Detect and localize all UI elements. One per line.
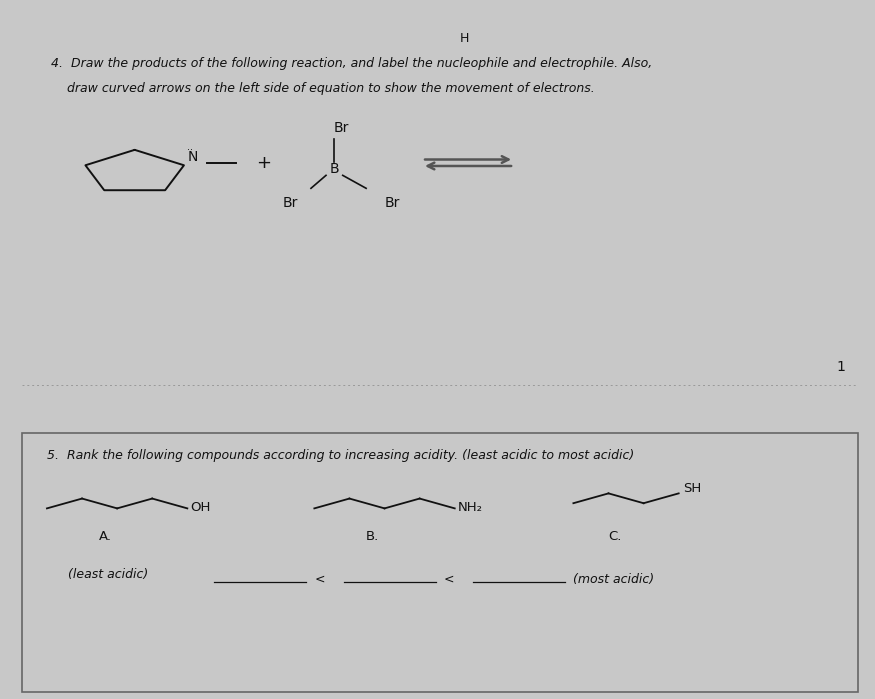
Text: OH: OH xyxy=(191,501,211,514)
Text: C.: C. xyxy=(608,531,622,543)
Text: 1: 1 xyxy=(836,360,845,374)
Text: (most acidic): (most acidic) xyxy=(573,573,654,586)
Text: SH: SH xyxy=(682,482,701,495)
Text: Br: Br xyxy=(333,122,349,136)
Text: NH₂: NH₂ xyxy=(458,501,483,514)
Text: B: B xyxy=(330,162,340,176)
Text: N: N xyxy=(187,150,198,164)
Text: H: H xyxy=(460,31,470,45)
Text: <: < xyxy=(444,573,454,586)
Text: Br: Br xyxy=(384,196,400,210)
Text: (least acidic): (least acidic) xyxy=(68,568,148,581)
Text: draw curved arrows on the left side of equation to show the movement of electron: draw curved arrows on the left side of e… xyxy=(51,82,595,95)
Text: <: < xyxy=(314,573,325,586)
Text: B.: B. xyxy=(367,531,380,543)
Text: 4.  Draw the products of the following reaction, and label the nucleophile and e: 4. Draw the products of the following re… xyxy=(51,57,653,70)
Text: ··: ·· xyxy=(186,145,192,155)
Text: 5.  Rank the following compounds according to increasing acidity. (least acidic : 5. Rank the following compounds accordin… xyxy=(47,449,634,462)
Text: Br: Br xyxy=(283,196,298,210)
Text: A.: A. xyxy=(99,531,112,543)
Text: +: + xyxy=(255,154,271,172)
